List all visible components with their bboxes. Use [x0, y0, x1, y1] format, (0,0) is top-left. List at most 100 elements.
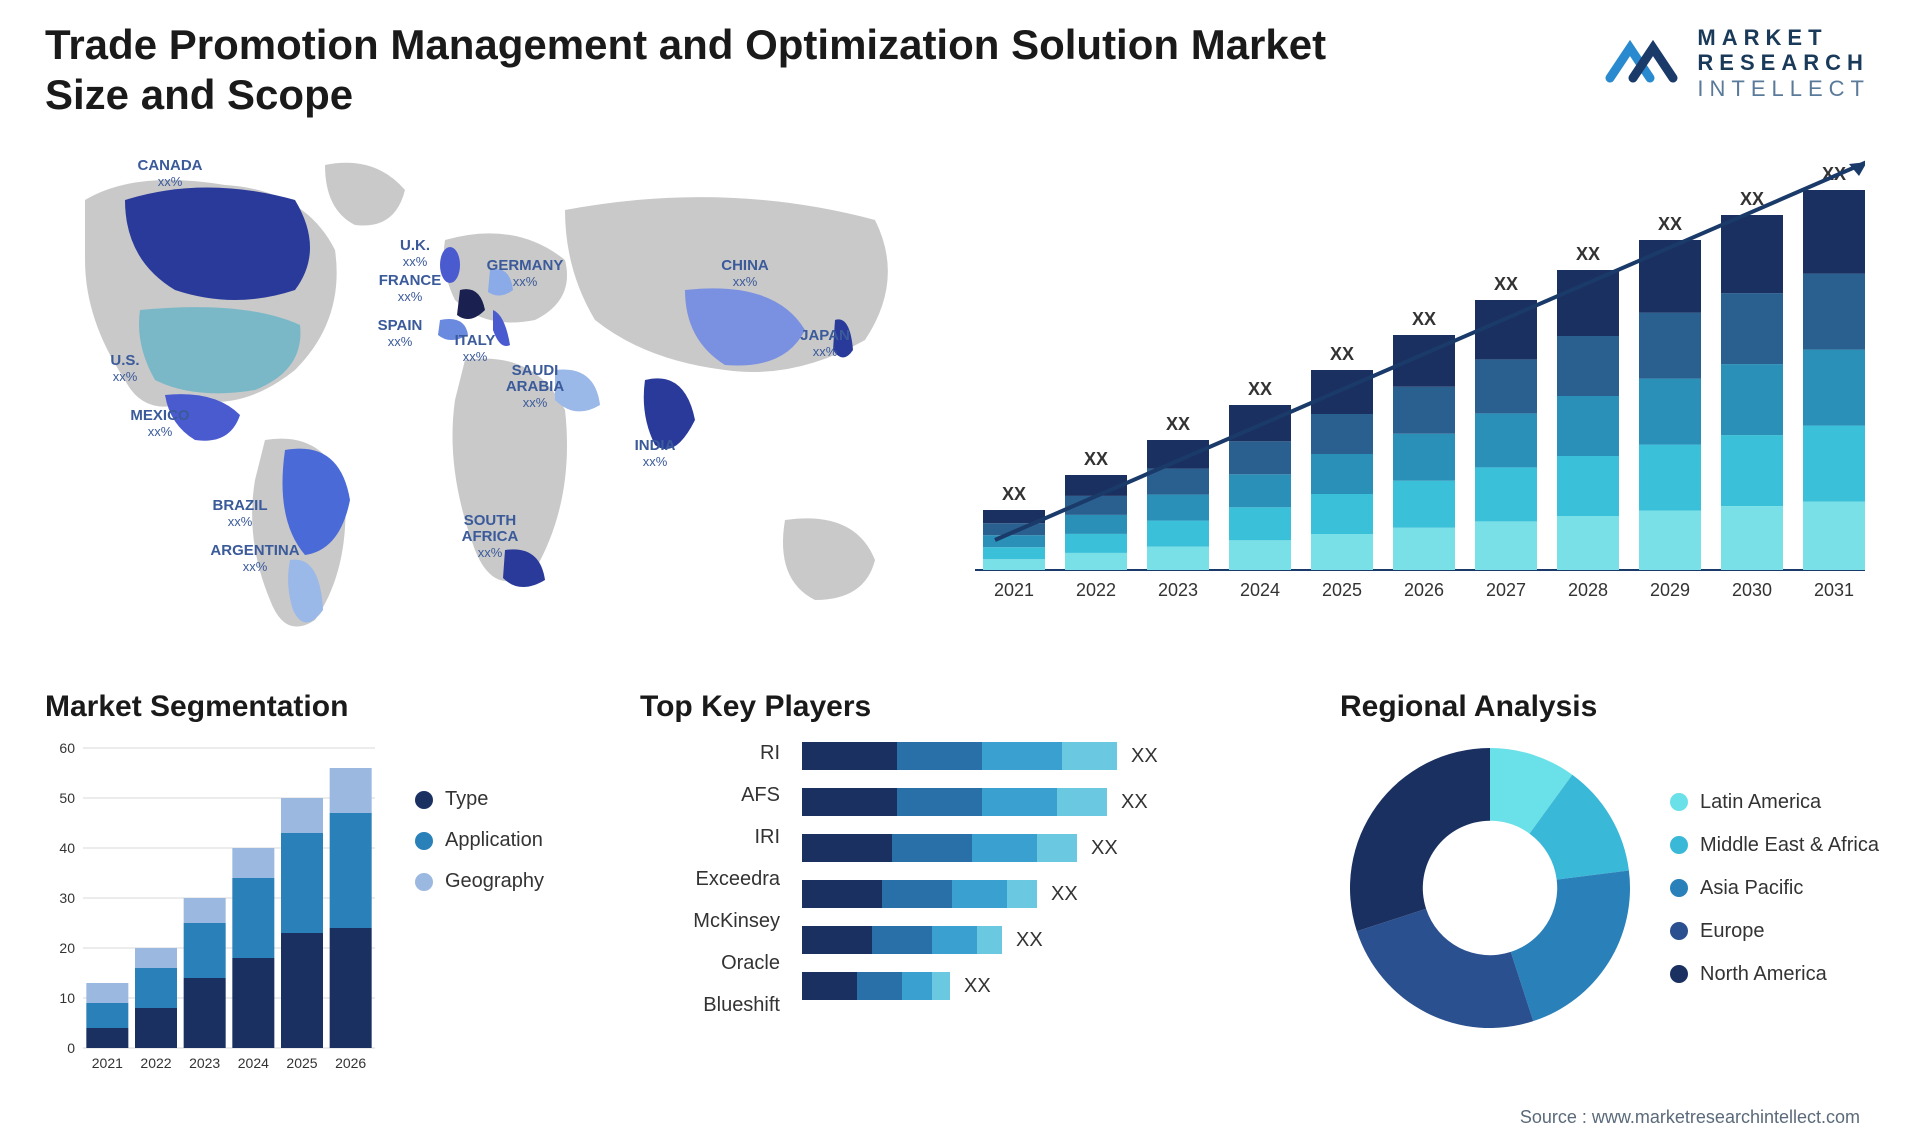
- region-legend-item: North America: [1670, 963, 1879, 986]
- svg-text:xx%: xx%: [403, 254, 428, 269]
- player-value-label: XX: [964, 975, 991, 998]
- player-bar: [802, 972, 950, 1000]
- svg-text:ITALY: ITALY: [455, 332, 496, 349]
- svg-text:XX: XX: [1166, 414, 1190, 434]
- svg-text:xx%: xx%: [228, 514, 253, 529]
- regional-section: Regional Analysis Latin AmericaMiddle Ea…: [1340, 690, 1880, 1110]
- svg-text:XX: XX: [1740, 189, 1764, 209]
- svg-text:MEXICO: MEXICO: [130, 407, 190, 424]
- svg-text:xx%: xx%: [148, 424, 173, 439]
- svg-text:2025: 2025: [286, 1055, 317, 1071]
- regional-legend: Latin AmericaMiddle East & AfricaAsia Pa…: [1670, 791, 1879, 986]
- legend-item: Geography: [415, 870, 544, 893]
- player-bar-segment: [802, 788, 897, 816]
- player-value-label: XX: [1091, 837, 1118, 860]
- player-bar-segment: [1062, 742, 1117, 770]
- player-bar-segment: [902, 972, 932, 1000]
- svg-text:xx%: xx%: [113, 369, 138, 384]
- svg-text:SAUDI: SAUDI: [512, 362, 559, 379]
- player-bar: [802, 742, 1117, 770]
- svg-text:ARABIA: ARABIA: [506, 378, 564, 395]
- player-bar: [802, 788, 1107, 816]
- svg-text:SPAIN: SPAIN: [378, 317, 423, 334]
- player-bar-segment: [897, 742, 982, 770]
- legend-swatch: [1670, 836, 1688, 854]
- player-value-label: XX: [1051, 883, 1078, 906]
- svg-text:2026: 2026: [1404, 580, 1444, 600]
- svg-text:2028: 2028: [1568, 580, 1608, 600]
- legend-label: Geography: [445, 870, 544, 893]
- legend-swatch: [1670, 965, 1688, 983]
- logo-line1: MARKET: [1697, 25, 1870, 50]
- player-name: Exceedra: [696, 868, 781, 891]
- legend-label: Application: [445, 829, 543, 852]
- svg-text:XX: XX: [1330, 344, 1354, 364]
- player-bar-segment: [802, 834, 892, 862]
- svg-text:GERMANY: GERMANY: [487, 257, 564, 274]
- svg-text:2022: 2022: [140, 1055, 171, 1071]
- svg-text:BRAZIL: BRAZIL: [213, 497, 268, 514]
- svg-text:xx%: xx%: [478, 545, 503, 560]
- svg-text:2025: 2025: [1322, 580, 1362, 600]
- source-attribution: Source : www.marketresearchintellect.com: [1520, 1107, 1860, 1128]
- svg-text:2031: 2031: [1814, 580, 1854, 600]
- player-name: IRI: [754, 826, 780, 849]
- logo-line3: INTELLECT: [1697, 76, 1870, 101]
- player-bar-row: XX: [802, 926, 1158, 954]
- world-map-region: CANADAxx%U.S.xx%MEXICOxx%BRAZILxx%ARGENT…: [45, 140, 925, 650]
- key-players-title: Top Key Players: [640, 690, 1360, 724]
- segmentation-chart: 0102030405060202120222023202420252026: [45, 738, 385, 1078]
- legend-swatch: [415, 873, 433, 891]
- player-value-label: XX: [1131, 745, 1158, 768]
- player-bar-segment: [872, 926, 932, 954]
- segmentation-section: Market Segmentation 01020304050602021202…: [45, 690, 635, 1110]
- player-value-label: XX: [1121, 791, 1148, 814]
- player-bar-segment: [982, 788, 1057, 816]
- legend-swatch: [415, 791, 433, 809]
- legend-swatch: [1670, 922, 1688, 940]
- svg-text:30: 30: [59, 890, 75, 906]
- svg-text:2029: 2029: [1650, 580, 1690, 600]
- player-value-label: XX: [1016, 929, 1043, 952]
- svg-text:xx%: xx%: [643, 454, 668, 469]
- player-name: Oracle: [721, 952, 780, 975]
- player-bar-segment: [897, 788, 982, 816]
- player-bar-segment: [857, 972, 902, 1000]
- svg-text:10: 10: [59, 990, 75, 1006]
- svg-text:xx%: xx%: [463, 349, 488, 364]
- legend-swatch: [415, 832, 433, 850]
- player-bar-segment: [892, 834, 972, 862]
- svg-text:50: 50: [59, 790, 75, 806]
- svg-text:xx%: xx%: [388, 334, 413, 349]
- legend-label: Asia Pacific: [1700, 877, 1803, 900]
- svg-text:JAPAN: JAPAN: [800, 327, 850, 344]
- svg-text:CHINA: CHINA: [721, 257, 769, 274]
- svg-text:SOUTH: SOUTH: [464, 512, 517, 529]
- svg-text:INDIA: INDIA: [635, 437, 676, 454]
- legend-label: Type: [445, 788, 488, 811]
- svg-text:XX: XX: [1412, 309, 1436, 329]
- svg-text:2027: 2027: [1486, 580, 1526, 600]
- player-bar-segment: [1057, 788, 1107, 816]
- svg-text:xx%: xx%: [398, 289, 423, 304]
- svg-text:20: 20: [59, 940, 75, 956]
- svg-text:AFRICA: AFRICA: [462, 528, 519, 545]
- svg-text:xx%: xx%: [158, 174, 183, 189]
- svg-text:2030: 2030: [1732, 580, 1772, 600]
- svg-text:xx%: xx%: [523, 395, 548, 410]
- svg-text:XX: XX: [1494, 274, 1518, 294]
- player-bar-row: XX: [802, 834, 1158, 862]
- svg-text:2021: 2021: [994, 580, 1034, 600]
- region-legend-item: Asia Pacific: [1670, 877, 1879, 900]
- key-players-section: Top Key Players RIAFSIRIExceedraMcKinsey…: [640, 690, 1360, 1110]
- brand-logo: MARKET RESEARCH INTELLECT: [1605, 25, 1870, 101]
- regional-title: Regional Analysis: [1340, 690, 1880, 724]
- svg-text:40: 40: [59, 840, 75, 856]
- svg-text:U.K.: U.K.: [400, 237, 430, 254]
- svg-text:xx%: xx%: [513, 274, 538, 289]
- segmentation-title: Market Segmentation: [45, 690, 635, 724]
- svg-text:2023: 2023: [189, 1055, 220, 1071]
- legend-item: Type: [415, 788, 544, 811]
- player-bar-row: XX: [802, 742, 1158, 770]
- player-bar-row: XX: [802, 972, 1158, 1000]
